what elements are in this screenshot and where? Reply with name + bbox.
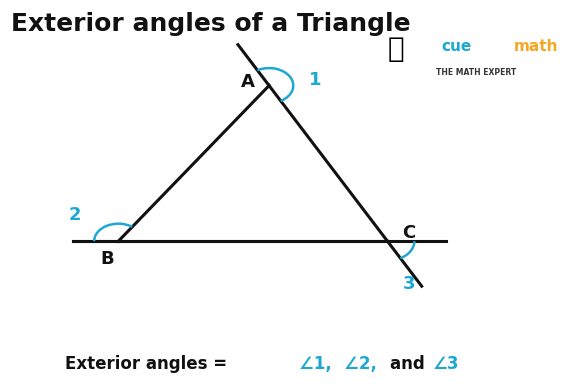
Text: 3: 3 (403, 275, 415, 293)
Text: and: and (390, 356, 431, 373)
Text: cue: cue (441, 39, 472, 54)
Text: ∠1,: ∠1, (298, 356, 337, 373)
Text: 2: 2 (69, 206, 81, 224)
Text: Exterior angles =: Exterior angles = (65, 356, 233, 373)
Text: math: math (514, 39, 558, 54)
Text: A: A (240, 73, 254, 91)
Text: Exterior angles of a Triangle: Exterior angles of a Triangle (11, 12, 410, 36)
Text: B: B (101, 250, 114, 268)
Text: ∠2,: ∠2, (345, 356, 383, 373)
Text: 1: 1 (309, 71, 321, 89)
Text: THE MATH EXPERT: THE MATH EXPERT (436, 68, 516, 77)
Text: 🚀: 🚀 (387, 35, 404, 63)
Text: C: C (403, 224, 415, 242)
Text: ∠3: ∠3 (433, 356, 460, 373)
